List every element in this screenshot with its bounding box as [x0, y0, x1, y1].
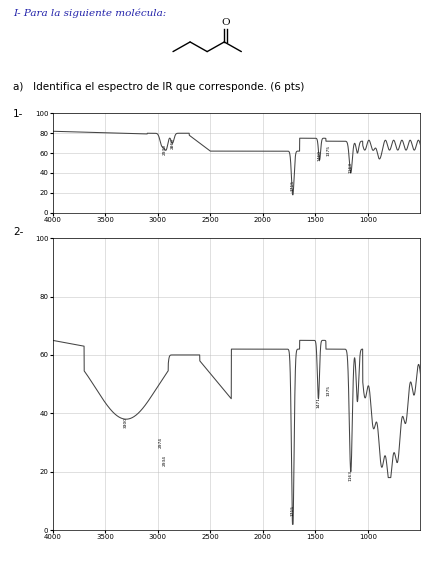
Text: O: O	[221, 19, 230, 28]
Text: 2974: 2974	[159, 437, 162, 448]
Text: 1375: 1375	[326, 145, 331, 156]
Text: 1471: 1471	[316, 396, 321, 408]
Text: 2860: 2860	[170, 138, 174, 149]
Text: I- Para la siguiente molécula:: I- Para la siguiente molécula:	[13, 9, 166, 18]
Text: 1715: 1715	[291, 505, 295, 515]
Text: 1-: 1-	[13, 109, 24, 119]
Text: 2-: 2-	[13, 227, 24, 237]
Text: 1375: 1375	[326, 384, 331, 396]
Text: 3300: 3300	[124, 417, 128, 428]
Text: 1460: 1460	[318, 150, 321, 161]
Text: 1715: 1715	[291, 180, 295, 191]
Text: a)   Identifica el espectro de IR que corresponde. (6 pts): a) Identifica el espectro de IR que corr…	[13, 82, 304, 92]
Text: 1163: 1163	[349, 162, 353, 173]
Text: 2930: 2930	[163, 144, 167, 155]
Text: 2934: 2934	[162, 455, 166, 466]
Text: 1163: 1163	[349, 469, 353, 480]
